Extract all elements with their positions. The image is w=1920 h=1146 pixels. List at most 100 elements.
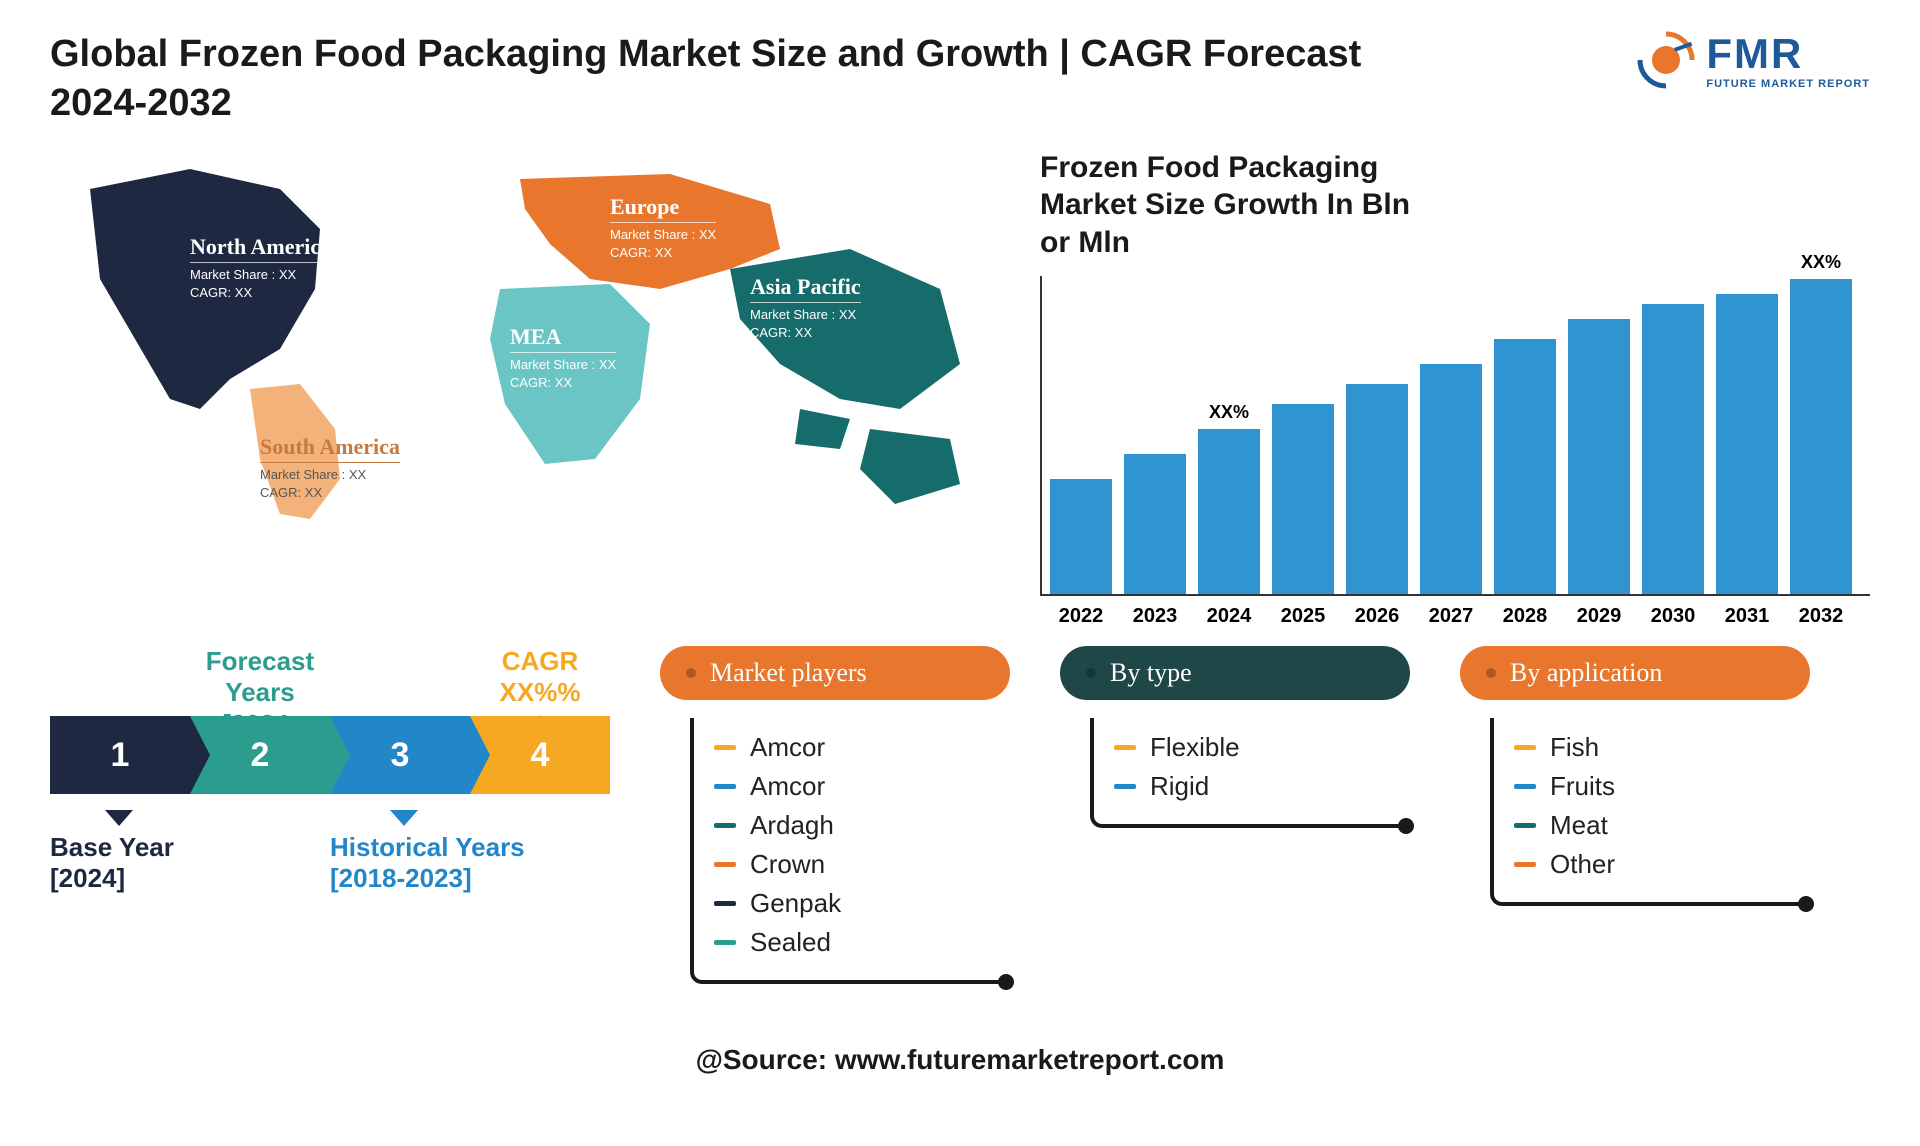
list-item-label: Rigid	[1150, 771, 1209, 802]
tick-icon	[1514, 745, 1536, 750]
bar-2030: 2030	[1642, 304, 1704, 594]
list-item: Crown	[714, 845, 990, 884]
region-europe: Europe Market Share : XXCAGR: XX	[610, 194, 716, 262]
list-item: Amcor	[714, 728, 990, 767]
bar-year-label: 2024	[1207, 605, 1252, 628]
by-type-list: Flexible Rigid	[1090, 718, 1410, 828]
market-players-header: Market players	[660, 646, 1010, 700]
by-application-list: Fish Fruits Meat Other	[1490, 718, 1810, 906]
bar-year-label: 2027	[1429, 605, 1474, 628]
region-south-america: South America Market Share : XXCAGR: XX	[260, 434, 400, 502]
market-players-panel: Market players Amcor Amcor Ardagh Crown Genp…	[660, 646, 1010, 984]
tick-icon	[714, 901, 736, 906]
by-application-header: By application	[1460, 646, 1810, 700]
tick-icon	[1514, 823, 1536, 828]
by-type-panel: By type Flexible Rigid	[1060, 646, 1410, 828]
list-item: Flexible	[1114, 728, 1390, 767]
logo: FMR FUTURE MARKET REPORT	[1636, 30, 1870, 90]
bar-2029: 2029	[1568, 319, 1630, 594]
logo-main-text: FMR	[1706, 30, 1870, 78]
tick-icon	[1514, 784, 1536, 789]
source-attribution: @Source: www.futuremarketreport.com	[50, 1044, 1870, 1076]
tick-icon	[714, 940, 736, 945]
base-year-label: Base Year[2024]	[50, 804, 230, 894]
by-type-header: By type	[1060, 646, 1410, 700]
logo-sub-text: FUTURE MARKET REPORT	[1706, 78, 1870, 90]
tick-icon	[1114, 745, 1136, 750]
bar-rect	[1050, 479, 1112, 594]
list-item-label: Fish	[1550, 732, 1599, 763]
bar-2026: 2026	[1346, 384, 1408, 594]
tick-icon	[714, 823, 736, 828]
bar-2032: XX%2032	[1790, 279, 1852, 594]
bars-container: 20222023XX%20242025202620272028202920302…	[1040, 276, 1870, 596]
bar-rect	[1790, 279, 1852, 594]
list-item-label: Ardagh	[750, 810, 834, 841]
bar-year-label: 2022	[1059, 605, 1104, 628]
bar-chart: Frozen Food Packaging Market Size Growth…	[1040, 149, 1870, 597]
list-item-label: Flexible	[1150, 732, 1240, 763]
bar-year-label: 2023	[1133, 605, 1178, 628]
region-north-america: North America Market Share : XXCAGR: XX	[190, 234, 331, 302]
list-item: Sealed	[714, 923, 990, 962]
timeline-seg-2: 2	[190, 716, 330, 794]
bar-year-label: 2030	[1651, 605, 1696, 628]
bar-rect	[1494, 339, 1556, 594]
header: Global Frozen Food Packaging Market Size…	[50, 30, 1870, 129]
region-mea: MEA Market Share : XXCAGR: XX	[510, 324, 616, 392]
tick-icon	[714, 862, 736, 867]
list-item: Fruits	[1514, 767, 1790, 806]
list-item: Rigid	[1114, 767, 1390, 806]
logo-icon	[1636, 30, 1696, 90]
bar-rect	[1716, 294, 1778, 594]
list-item: Ardagh	[714, 806, 990, 845]
bar-year-label: 2031	[1725, 605, 1770, 628]
list-item: Other	[1514, 845, 1790, 884]
bar-rect	[1568, 319, 1630, 594]
bar-2022: 2022	[1050, 479, 1112, 594]
bar-year-label: 2026	[1355, 605, 1400, 628]
list-item-label: Other	[1550, 849, 1615, 880]
bar-rect	[1420, 364, 1482, 594]
bar-rect	[1346, 384, 1408, 594]
tick-icon	[714, 784, 736, 789]
bar-2028: 2028	[1494, 339, 1556, 594]
tick-icon	[1114, 784, 1136, 789]
market-players-list: Amcor Amcor Ardagh Crown Genpak Sealed	[690, 718, 1010, 984]
bar-2023: 2023	[1124, 454, 1186, 594]
list-item-label: Genpak	[750, 888, 841, 919]
bar-year-label: 2029	[1577, 605, 1622, 628]
timeline-seg-3: 3	[330, 716, 470, 794]
bar-2031: 2031	[1716, 294, 1778, 594]
tick-icon	[1514, 862, 1536, 867]
list-item: Fish	[1514, 728, 1790, 767]
tick-icon	[714, 745, 736, 750]
timeline-bar: 1 2 3 4	[50, 716, 610, 794]
bar-rect	[1642, 304, 1704, 594]
bottom-row: Forecast Years[2024-2032] CAGRXX%% 1 2 3…	[50, 646, 1870, 984]
bar-rect	[1272, 404, 1334, 594]
bar-2025: 2025	[1272, 404, 1334, 594]
list-item-label: Amcor	[750, 771, 825, 802]
list-item-label: Fruits	[1550, 771, 1615, 802]
list-item: Amcor	[714, 767, 990, 806]
bar-year-label: 2032	[1799, 605, 1844, 628]
region-asia-pacific: Asia Pacific Market Share : XXCAGR: XX	[750, 274, 861, 342]
list-item: Genpak	[714, 884, 990, 923]
bar-2027: 2027	[1420, 364, 1482, 594]
timeline-seg-4: 4	[470, 716, 610, 794]
chart-title: Frozen Food Packaging Market Size Growth…	[1040, 149, 1440, 262]
bar-rect	[1198, 429, 1260, 594]
top-row: North America Market Share : XXCAGR: XX …	[50, 149, 1870, 597]
by-application-panel: By application Fish Fruits Meat Other	[1460, 646, 1810, 906]
timeline: Forecast Years[2024-2032] CAGRXX%% 1 2 3…	[50, 646, 610, 894]
bar-year-label: 2025	[1281, 605, 1326, 628]
list-item-label: Crown	[750, 849, 825, 880]
world-map: North America Market Share : XXCAGR: XX …	[50, 149, 1000, 529]
page-title: Global Frozen Food Packaging Market Size…	[50, 30, 1450, 129]
list-item-label: Sealed	[750, 927, 831, 958]
bar-year-label: 2028	[1503, 605, 1548, 628]
timeline-seg-1: 1	[50, 716, 190, 794]
list-item: Meat	[1514, 806, 1790, 845]
historical-years-label: Historical Years[2018-2023]	[330, 804, 590, 894]
